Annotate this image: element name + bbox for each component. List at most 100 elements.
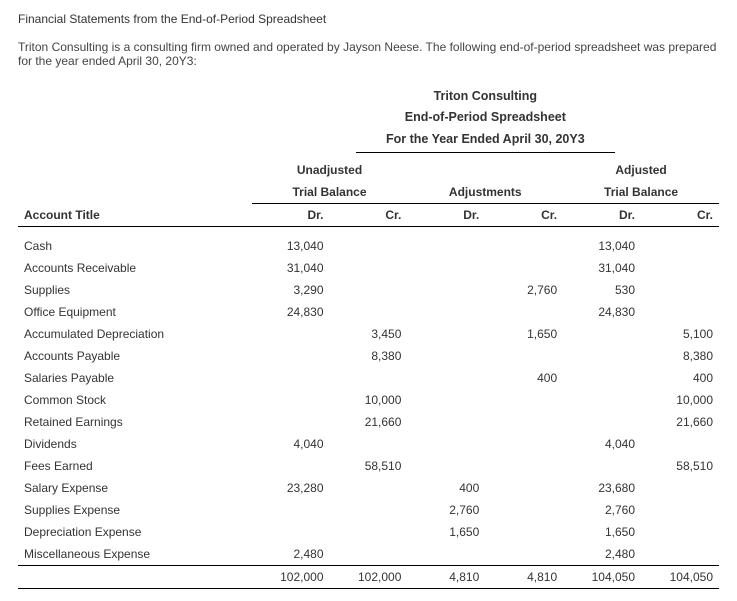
a-dr-cell: 400 xyxy=(407,477,485,499)
j-cr-cell xyxy=(641,257,719,279)
u-cr-cell: 58,510 xyxy=(330,455,408,477)
u-dr-cell: 4,040 xyxy=(252,433,330,455)
u-dr-cell xyxy=(252,345,330,367)
j-dr-cell: 2,760 xyxy=(563,499,641,521)
worksheet-table: Triton Consulting End-of-Period Spreadsh… xyxy=(18,82,719,589)
u-cr-cell xyxy=(330,543,408,566)
a-dr-cell xyxy=(407,323,485,345)
j-cr-cell: 10,000 xyxy=(641,389,719,411)
account-title-cell: Retained Earnings xyxy=(18,411,252,433)
u-cr-cell: 3,450 xyxy=(330,323,408,345)
col-group-adjusted: Adjusted xyxy=(563,159,719,181)
col-group-unadjusted: Unadjusted xyxy=(252,159,408,181)
col-group-adjustments: Adjustments xyxy=(407,181,563,204)
a-dr-cell: 2,760 xyxy=(407,499,485,521)
account-title-cell: Cash xyxy=(18,235,252,257)
a-cr-cell xyxy=(485,521,563,543)
j-cr-cell xyxy=(641,301,719,323)
period-line: For the Year Ended April 30, 20Y3 xyxy=(356,129,615,153)
j-dr-cell xyxy=(563,323,641,345)
u-cr-cell xyxy=(330,521,408,543)
table-row: Supplies Expense2,7602,760 xyxy=(18,499,719,521)
j-dr-cell: 31,040 xyxy=(563,257,641,279)
j-dr-cell xyxy=(563,411,641,433)
u-cr-cell xyxy=(330,499,408,521)
company-name: Triton Consulting xyxy=(258,86,713,107)
table-row: Supplies3,2902,760530 xyxy=(18,279,719,301)
account-title-cell: Supplies xyxy=(18,279,252,301)
table-row: Salaries Payable 400 400 xyxy=(18,367,719,389)
j-dr-cell: 24,830 xyxy=(563,301,641,323)
a-dr-cell: 1,650 xyxy=(407,521,485,543)
col-group-unadjusted-tb: Trial Balance xyxy=(252,181,408,204)
col-account-title: Account Title xyxy=(18,203,252,226)
account-title-cell: Salaries Payable xyxy=(18,367,252,389)
a-dr-cell xyxy=(407,433,485,455)
a-cr-cell xyxy=(485,499,563,521)
u-cr-cell xyxy=(330,279,408,301)
u-cr-cell: 10,000 xyxy=(330,389,408,411)
table-row: Common Stock 10,000 10,000 xyxy=(18,389,719,411)
j-cr-cell xyxy=(641,499,719,521)
j-dr-cell: 1,650 xyxy=(563,521,641,543)
u-cr-cell xyxy=(330,235,408,257)
a-dr-cell xyxy=(407,411,485,433)
account-title-cell: Common Stock xyxy=(18,389,252,411)
j-dr-cell: 2,480 xyxy=(563,543,641,566)
u-dr-cell: 3,290 xyxy=(252,279,330,301)
u-dr-cell xyxy=(252,455,330,477)
a-cr-cell xyxy=(485,257,563,279)
table-row: Dividends4,0404,040 xyxy=(18,433,719,455)
u-dr-cell: 31,040 xyxy=(252,257,330,279)
a-dr-cell xyxy=(407,455,485,477)
j-cr-cell xyxy=(641,477,719,499)
report-name: End-of-Period Spreadsheet xyxy=(258,107,713,128)
table-row: Retained Earnings 21,660 21,660 xyxy=(18,411,719,433)
j-cr-cell xyxy=(641,279,719,301)
u-dr-cell: 23,280 xyxy=(252,477,330,499)
account-title-cell: Dividends xyxy=(18,433,252,455)
j-dr-cell xyxy=(563,389,641,411)
account-title-cell: Depreciation Expense xyxy=(18,521,252,543)
table-row: Fees Earned58,51058,510 xyxy=(18,455,719,477)
a-cr-cell xyxy=(485,235,563,257)
table-row: Accounts Payable8,3808,380 xyxy=(18,345,719,367)
account-title-cell: Accumulated Depreciation xyxy=(18,323,252,345)
j-dr-cell: 4,040 xyxy=(563,433,641,455)
a-cr-cell xyxy=(485,433,563,455)
a-dr-cell xyxy=(407,279,485,301)
u-dr-cell xyxy=(252,389,330,411)
col-j-cr: Cr. xyxy=(641,203,719,226)
j-cr-cell xyxy=(641,521,719,543)
j-dr-cell: 13,040 xyxy=(563,235,641,257)
a-cr-cell xyxy=(485,389,563,411)
totals-row: 102,000 102,000 4,810 4,810 104,050 104,… xyxy=(18,565,719,588)
total-u-cr: 102,000 xyxy=(330,565,408,588)
u-dr-cell xyxy=(252,411,330,433)
a-cr-cell: 400 xyxy=(485,367,563,389)
total-a-dr: 4,810 xyxy=(407,565,485,588)
a-cr-cell: 1,650 xyxy=(485,323,563,345)
j-cr-cell: 8,380 xyxy=(641,345,719,367)
account-title-cell: Fees Earned xyxy=(18,455,252,477)
j-cr-cell: 400 xyxy=(641,367,719,389)
account-title-cell: Accounts Receivable xyxy=(18,257,252,279)
u-cr-cell: 21,660 xyxy=(330,411,408,433)
table-row: Accounts Receivable31,04031,040 xyxy=(18,257,719,279)
page-heading: Financial Statements from the End-of-Per… xyxy=(18,12,719,26)
total-j-dr: 104,050 xyxy=(563,565,641,588)
u-cr-cell: 8,380 xyxy=(330,345,408,367)
table-row: Cash13,04013,040 xyxy=(18,235,719,257)
table-row: Office Equipment24,83024,830 xyxy=(18,301,719,323)
table-row: Salary Expense23,28040023,680 xyxy=(18,477,719,499)
j-cr-cell: 21,660 xyxy=(641,411,719,433)
a-cr-cell xyxy=(485,543,563,566)
table-row: Depreciation Expense 1,650 1,650 xyxy=(18,521,719,543)
title-block: Triton Consulting End-of-Period Spreadsh… xyxy=(258,86,713,153)
j-cr-cell: 5,100 xyxy=(641,323,719,345)
j-dr-cell xyxy=(563,455,641,477)
a-dr-cell xyxy=(407,235,485,257)
a-dr-cell xyxy=(407,301,485,323)
u-dr-cell xyxy=(252,367,330,389)
col-a-dr: Dr. xyxy=(407,203,485,226)
